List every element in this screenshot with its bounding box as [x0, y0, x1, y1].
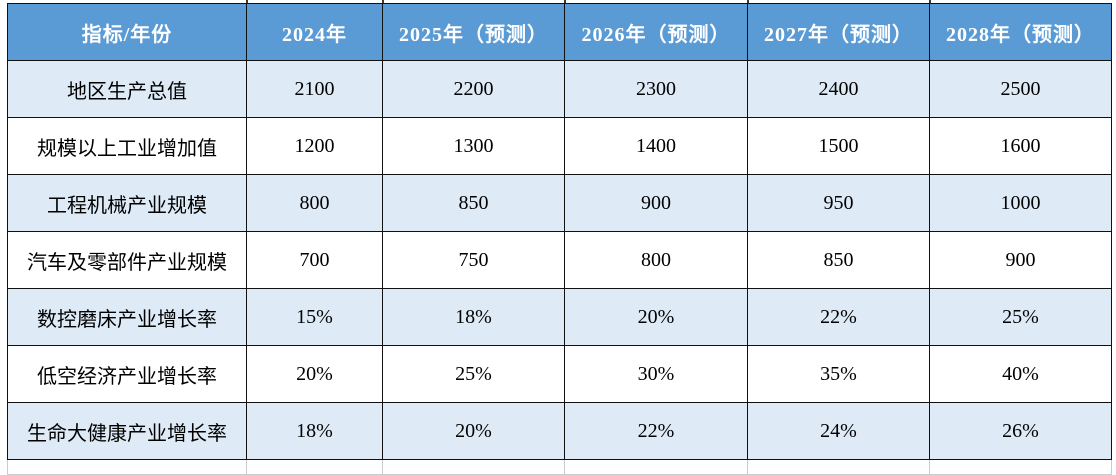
empty-cell	[7, 459, 247, 475]
gridline-stub-top	[747, 0, 749, 4]
table-row-auto-parts: 汽车及零部件产业规模 700 750 800 850 900	[7, 231, 1112, 289]
table-row-life-health: 生命大健康产业增长率 18% 20% 22% 24% 26%	[7, 402, 1112, 460]
cell: 35%	[747, 345, 930, 403]
gridline-stub-top	[564, 0, 566, 4]
cell: 2400	[747, 60, 930, 118]
cell: 22%	[564, 402, 748, 460]
empty-cell	[747, 459, 930, 475]
cell: 1300	[382, 117, 565, 175]
cell: 2200	[382, 60, 565, 118]
table-row-machinery: 工程机械产业规模 800 850 900 950 1000	[7, 174, 1112, 232]
cell: 22%	[747, 288, 930, 346]
cropped-next-row	[7, 459, 1112, 475]
cell: 2300	[564, 60, 748, 118]
table-row-cnc-grinder: 数控磨床产业增长率 15% 18% 20% 22% 25%	[7, 288, 1112, 346]
cell: 750	[382, 231, 565, 289]
cell: 24%	[747, 402, 930, 460]
cell: 1500	[747, 117, 930, 175]
row-label: 地区生产总值	[7, 60, 247, 118]
cell: 850	[747, 231, 930, 289]
row-label: 低空经济产业增长率	[7, 345, 247, 403]
cell: 20%	[564, 288, 748, 346]
cell: 40%	[929, 345, 1112, 403]
column-header-2026: 2026年（预测）	[564, 3, 748, 61]
cell: 800	[246, 174, 383, 232]
row-label: 生命大健康产业增长率	[7, 402, 247, 460]
table-row-gdp: 地区生产总值 2100 2200 2300 2400 2500	[7, 60, 1112, 118]
cell: 950	[747, 174, 930, 232]
empty-cell	[929, 459, 1112, 475]
gridline-stub-top	[382, 0, 384, 4]
cell: 1000	[929, 174, 1112, 232]
indicator-forecast-table: 指标/年份 2024年 2025年（预测） 2026年（预测） 2027年（预测…	[7, 3, 1112, 475]
table-row-low-altitude-economy: 低空经济产业增长率 20% 25% 30% 35% 40%	[7, 345, 1112, 403]
gridline-stub-top	[246, 0, 248, 4]
cell: 20%	[382, 402, 565, 460]
column-header-2025: 2025年（预测）	[382, 3, 565, 61]
cell: 800	[564, 231, 748, 289]
empty-cell	[246, 459, 383, 475]
cell: 900	[929, 231, 1112, 289]
column-header-indicator: 指标/年份	[7, 3, 247, 61]
cell: 18%	[382, 288, 565, 346]
cell: 25%	[382, 345, 565, 403]
column-header-2027: 2027年（预测）	[747, 3, 930, 61]
gridline-stub-top	[929, 0, 931, 4]
cell: 700	[246, 231, 383, 289]
cell: 15%	[246, 288, 383, 346]
row-label: 工程机械产业规模	[7, 174, 247, 232]
cell: 30%	[564, 345, 748, 403]
cell: 850	[382, 174, 565, 232]
cell: 18%	[246, 402, 383, 460]
cell: 26%	[929, 402, 1112, 460]
cell: 20%	[246, 345, 383, 403]
empty-cell	[382, 459, 565, 475]
row-label: 规模以上工业增加值	[7, 117, 247, 175]
table-row-industrial-added-value: 规模以上工业增加值 1200 1300 1400 1500 1600	[7, 117, 1112, 175]
column-header-2028: 2028年（预测）	[929, 3, 1112, 61]
cell: 2100	[246, 60, 383, 118]
table-header-row: 指标/年份 2024年 2025年（预测） 2026年（预测） 2027年（预测…	[7, 3, 1112, 61]
cell: 900	[564, 174, 748, 232]
empty-cell	[564, 459, 748, 475]
cell: 25%	[929, 288, 1112, 346]
cell: 1600	[929, 117, 1112, 175]
cell: 1200	[246, 117, 383, 175]
cell: 1400	[564, 117, 748, 175]
row-label: 数控磨床产业增长率	[7, 288, 247, 346]
column-header-2024: 2024年	[246, 3, 383, 61]
cell: 2500	[929, 60, 1112, 118]
row-label: 汽车及零部件产业规模	[7, 231, 247, 289]
